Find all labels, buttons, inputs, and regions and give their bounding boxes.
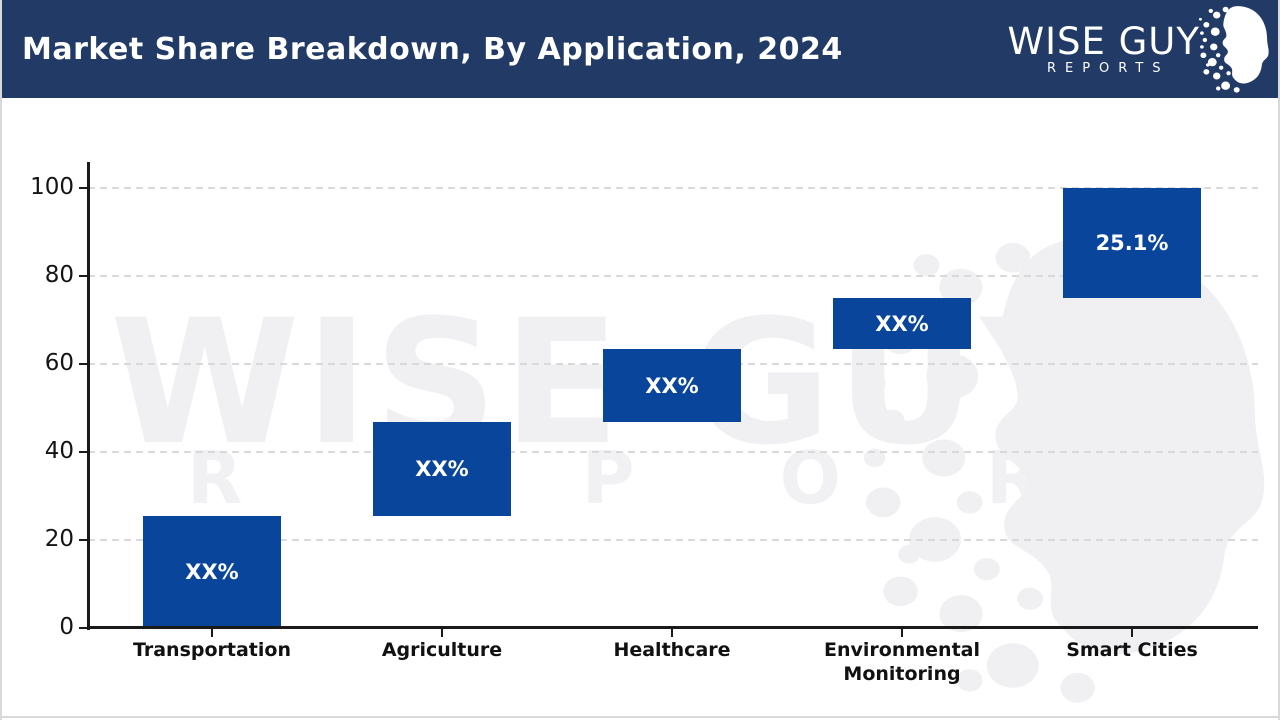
y-axis-line [87, 162, 90, 630]
y-tick-100 [79, 187, 87, 189]
bar-smart-cities: 25.1% [1063, 188, 1201, 299]
y-tick-label-100: 100 [30, 174, 74, 200]
logo-wordmark: WISE GUY [1007, 20, 1200, 64]
x-tick-label-transportation: Transportation [132, 639, 291, 661]
x-tick-label-agriculture: Agriculture [381, 639, 503, 661]
header-bar: Market Share Breakdown, By Application, … [2, 0, 1278, 98]
bar-value-label-environmental-monitoring: XX% [875, 311, 929, 336]
y-tick-label-0: 0 [59, 613, 74, 640]
x-tick-smart-cities [1131, 628, 1133, 637]
bar-agriculture: XX% [373, 422, 511, 517]
y-tick-60 [79, 362, 87, 365]
y-tick-label-40: 40 [44, 437, 74, 464]
bar-healthcare: XX% [603, 349, 741, 423]
gridline-100 [88, 187, 1258, 189]
logo-subtitle: REPORTS [1046, 60, 1170, 76]
bar-value-label-smart-cities: 25.1% [1095, 231, 1169, 256]
x-tick-healthcare [671, 628, 673, 637]
gridline-40 [88, 450, 1258, 453]
bar-value-label-healthcare: XX% [645, 373, 699, 398]
bar-value-label-agriculture: XX% [415, 457, 469, 482]
y-tick-0 [79, 626, 87, 629]
y-tick-20 [79, 538, 87, 541]
bar-environmental-monitoring: XX% [833, 298, 971, 350]
bottom-border [2, 716, 1278, 718]
gridline-80 [88, 274, 1258, 277]
x-tick-label-environmental-monitoring: Environmental Monitoring [824, 639, 980, 685]
y-tick-80 [79, 274, 87, 277]
x-tick-transportation [211, 628, 213, 637]
page-title: Market Share Breakdown, By Application, … [22, 31, 843, 67]
x-axis-line [87, 626, 1258, 629]
wiseguy-logo: WISE GUY REPORTS [1008, 4, 1270, 94]
y-tick-40 [79, 450, 87, 453]
x-tick-label-healthcare: Healthcare [613, 639, 731, 661]
x-tick-label-smart-cities: Smart Cities [1066, 639, 1198, 661]
x-tick-agriculture [441, 628, 443, 637]
x-tick-environmental-monitoring [901, 628, 903, 637]
bar-transportation: XX% [143, 516, 281, 628]
y-tick-label-80: 80 [44, 261, 74, 288]
y-tick-label-20: 20 [44, 525, 74, 552]
y-tick-label-60: 60 [44, 349, 74, 376]
wiseguy-logo-text: WISE GUY REPORTS [1007, 20, 1200, 76]
wiseguy-face-icon [1198, 6, 1269, 93]
gridline-20 [88, 538, 1258, 541]
bar-value-label-transportation: XX% [185, 559, 239, 584]
